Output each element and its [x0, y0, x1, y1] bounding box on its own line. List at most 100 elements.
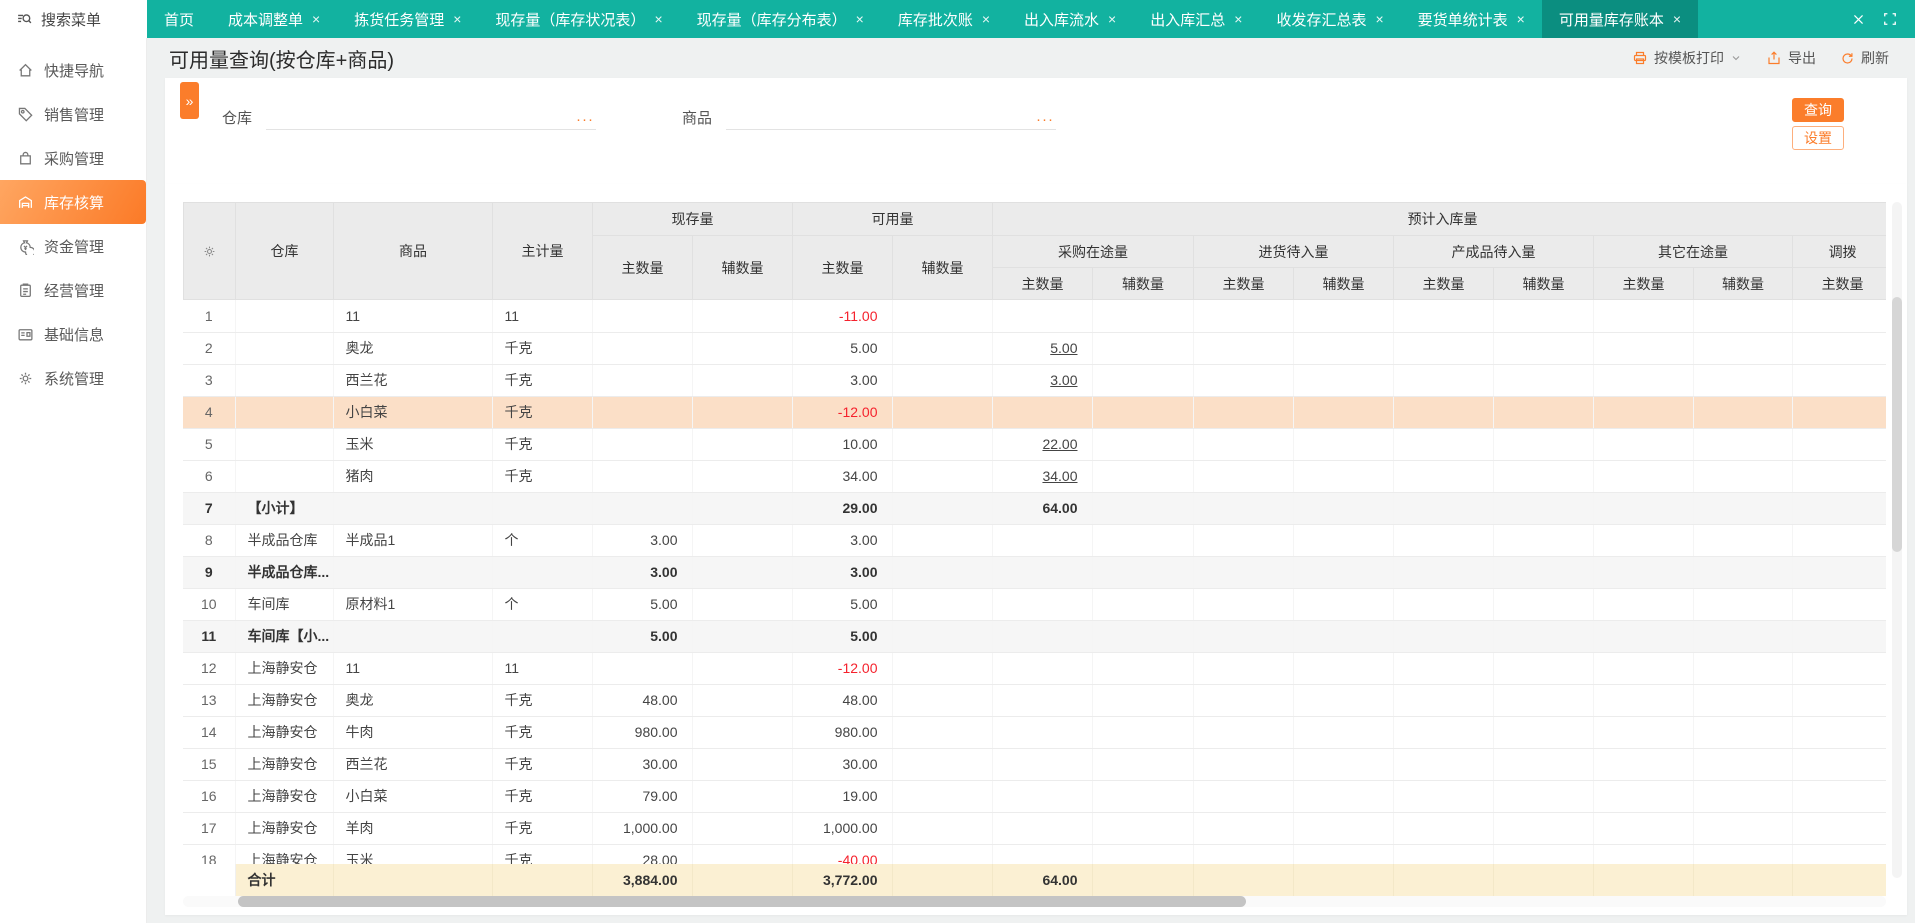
- purchase-in-transit-main-cell[interactable]: 34.00: [992, 460, 1093, 493]
- finished-goods-pending-aux-cell: [1493, 812, 1594, 845]
- horizontal-scrollbar[interactable]: [183, 896, 1886, 907]
- tab-2[interactable]: 成本调整单 ×: [211, 0, 337, 38]
- tab-9[interactable]: 收发存汇总表 ×: [1259, 0, 1400, 38]
- tab-close-icon[interactable]: ×: [855, 11, 864, 27]
- purchase-in-transit-main-cell[interactable]: 5.00: [992, 332, 1093, 365]
- sidebar-item-经营管理[interactable]: 经营管理: [0, 268, 146, 312]
- tab-close-icon[interactable]: ×: [1108, 11, 1117, 27]
- tab-7[interactable]: 出入库流水 ×: [1007, 0, 1133, 38]
- warehouse-cell: 半成品仓库: [235, 524, 334, 557]
- warehouse-picker-icon[interactable]: ···: [576, 111, 595, 128]
- purchase-in-transit-aux-cell: [1092, 492, 1194, 525]
- export-button[interactable]: 导出: [1766, 48, 1816, 68]
- sidebar-item-系统管理[interactable]: 系统管理: [0, 356, 146, 400]
- on-hand-aux-cell: [692, 812, 793, 845]
- purchase-in-transit-main-cell: [992, 780, 1093, 813]
- tab-3[interactable]: 拣货任务管理 ×: [337, 0, 478, 38]
- tab-6[interactable]: 库存批次账 ×: [881, 0, 1007, 38]
- tab-close-icon[interactable]: ×: [1516, 11, 1525, 27]
- column-settings-button[interactable]: [183, 202, 236, 300]
- product-cell: 西兰花: [333, 364, 493, 397]
- tab-close-icon[interactable]: ×: [1672, 11, 1682, 27]
- sidebar-item-销售管理[interactable]: 销售管理: [0, 92, 146, 136]
- table-row[interactable]: 6 猪肉 千克 34.00 34.00: [183, 460, 1886, 493]
- tab-10[interactable]: 要货单统计表 ×: [1401, 0, 1542, 38]
- close-icon[interactable]: [1852, 13, 1865, 26]
- tab-close-icon[interactable]: ×: [1375, 11, 1384, 27]
- tab-1[interactable]: 首页: [147, 0, 211, 38]
- fullscreen-icon[interactable]: [1883, 12, 1897, 26]
- vertical-scrollbar-thumb[interactable]: [1892, 297, 1902, 552]
- printer-icon: [1632, 50, 1648, 66]
- product-cell: 西兰花: [333, 748, 493, 781]
- on-hand-aux-cell: [692, 588, 793, 621]
- table-row[interactable]: 1 11 11 -11.00: [183, 300, 1886, 333]
- query-button[interactable]: 查询: [1792, 98, 1844, 122]
- table-row[interactable]: 7 【小计】 29.00 64.00: [183, 492, 1886, 525]
- table-row[interactable]: 5 玉米 千克 10.00 22.00: [183, 428, 1886, 461]
- sidebar-item-库存核算[interactable]: 库存核算: [0, 180, 146, 224]
- column-header: 仓库: [235, 202, 334, 300]
- sidebar-item-资金管理[interactable]: 资金管理: [0, 224, 146, 268]
- vertical-scrollbar[interactable]: [1892, 202, 1902, 878]
- table-row[interactable]: 12 上海静安仓 11 11 -12.00: [183, 652, 1886, 685]
- purchase-in-transit-aux-cell: [1092, 556, 1194, 589]
- tab-close-icon[interactable]: ×: [1234, 11, 1243, 27]
- purchase-in-transit-main-cell[interactable]: 3.00: [992, 364, 1093, 397]
- sidebar-item-基础信息[interactable]: 基础信息: [0, 312, 146, 356]
- unit-cell: 千克: [492, 364, 593, 397]
- table-row[interactable]: 16 上海静安仓 小白菜 千克 79.00 19.00: [183, 780, 1886, 813]
- tab-close-icon[interactable]: ×: [981, 11, 991, 27]
- sidebar-item-快捷导航[interactable]: 快捷导航: [0, 48, 146, 92]
- total-cell: [1393, 864, 1494, 896]
- sidebar-item-采购管理[interactable]: 采购管理: [0, 136, 146, 180]
- table-row[interactable]: 2 奥龙 千克 5.00 5.00: [183, 332, 1886, 365]
- inbound-pending-aux-cell: [1293, 460, 1394, 493]
- search-menu[interactable]: 搜索菜单: [0, 0, 147, 38]
- table-row[interactable]: 3 西兰花 千克 3.00 3.00: [183, 364, 1886, 397]
- refresh-button[interactable]: 刷新: [1840, 48, 1889, 68]
- tab-11[interactable]: 可用量库存账本 ×: [1541, 0, 1699, 38]
- settings-button[interactable]: 设置: [1792, 126, 1844, 150]
- row-number: 1: [183, 300, 236, 333]
- chevron-down-icon[interactable]: [1730, 52, 1742, 64]
- tab-4[interactable]: 现存量（库存状况表） ×: [478, 0, 679, 38]
- table-row[interactable]: 17 上海静安仓 羊肉 千克 1,000.00 1,000.00: [183, 812, 1886, 845]
- other-in-transit-main-cell: [1593, 620, 1694, 653]
- tab-close-icon[interactable]: ×: [312, 11, 321, 27]
- table-row[interactable]: 13 上海静安仓 奥龙 千克 48.00 48.00: [183, 684, 1886, 717]
- available-aux-cell: [892, 332, 993, 365]
- table-row[interactable]: 10 车间库 原材料1 个 5.00 5.00: [183, 588, 1886, 621]
- purchase-in-transit-aux-cell: [1092, 684, 1194, 717]
- row-number: 11: [183, 620, 236, 653]
- total-cell: [1493, 864, 1594, 896]
- print-by-template-button[interactable]: 按模板打印: [1632, 48, 1742, 68]
- unit-cell: 个: [492, 524, 593, 557]
- purchase-in-transit-aux-cell: [1092, 364, 1194, 397]
- product-cell: 猪肉: [333, 460, 493, 493]
- warehouse-input[interactable]: ···: [266, 108, 597, 130]
- table-row[interactable]: 8 半成品仓库 半成品1 个 3.00 3.00: [183, 524, 1886, 557]
- other-in-transit-main-cell: [1593, 844, 1694, 864]
- purchase-in-transit-main-cell[interactable]: 22.00: [992, 428, 1093, 461]
- on-hand-main-cell: [592, 428, 693, 461]
- purchase-in-transit-main-cell: [992, 748, 1093, 781]
- table-row[interactable]: 4 小白菜 千克 -12.00: [183, 396, 1886, 429]
- horizontal-scrollbar-thumb[interactable]: [238, 896, 1246, 907]
- table-row[interactable]: 11 车间库【小... 5.00 5.00: [183, 620, 1886, 653]
- product-picker-icon[interactable]: ···: [1036, 111, 1055, 128]
- expand-filters-button[interactable]: »: [180, 82, 199, 119]
- available-main-cell: 1,000.00: [792, 812, 893, 845]
- on-hand-aux-cell: [692, 396, 793, 429]
- product-input[interactable]: ···: [726, 108, 1057, 130]
- tab-8[interactable]: 出入库汇总 ×: [1133, 0, 1259, 38]
- tab-5[interactable]: 现存量（库存分布表） ×: [680, 0, 881, 38]
- system-icon: [17, 370, 34, 387]
- table-row[interactable]: 15 上海静安仓 西兰花 千克 30.00 30.00: [183, 748, 1886, 781]
- tab-close-icon[interactable]: ×: [453, 11, 462, 27]
- tab-close-icon[interactable]: ×: [654, 11, 663, 27]
- table-row[interactable]: 14 上海静安仓 牛肉 千克 980.00 980.00: [183, 716, 1886, 749]
- table-row[interactable]: 9 半成品仓库... 3.00 3.00: [183, 556, 1886, 589]
- group-header: 预计入库量: [991, 202, 1886, 236]
- table-row[interactable]: 18 上海静安仓 玉米 千克 28.00 -40.00: [183, 844, 1886, 864]
